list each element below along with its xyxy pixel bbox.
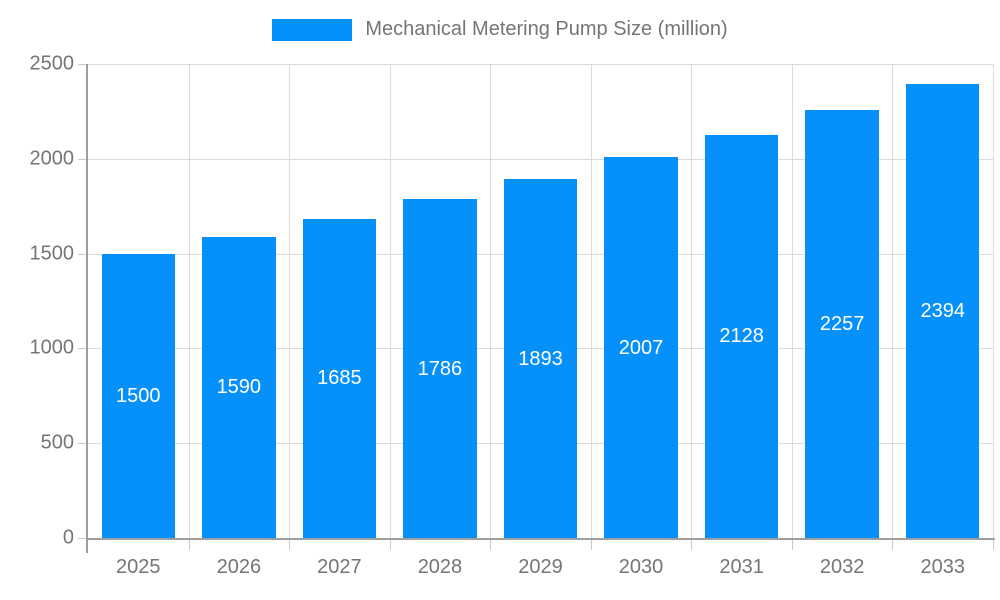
- y-axis-labels: 0 500 1000 1500 2000 2500: [0, 53, 75, 549]
- x-tick-label: 2025: [116, 556, 161, 578]
- x-tick-label: 2029: [518, 556, 563, 578]
- bar-value-label: 2257: [819, 313, 865, 336]
- x-tick: [289, 540, 291, 550]
- bar-value-label: 2128: [719, 325, 764, 348]
- bar-value-label: 1786: [417, 357, 463, 380]
- v-gridline: [691, 64, 693, 538]
- x-axis-line: [86, 538, 995, 540]
- x-tick-label: 2028: [417, 556, 463, 578]
- v-gridline: [188, 64, 190, 538]
- bar-value-label: 1500: [116, 384, 161, 407]
- y-tick: [78, 158, 86, 160]
- bar-value-label: 1685: [317, 367, 362, 390]
- y-tick-label: 1000: [29, 336, 75, 359]
- x-tick-label: 2030: [618, 556, 664, 578]
- y-tick-label: 2000: [29, 147, 75, 170]
- legend-swatch-icon: [272, 18, 353, 41]
- x-tick-label: 2032: [819, 556, 865, 578]
- x-tick-label: 2026: [216, 556, 262, 578]
- y-axis-line: [86, 64, 88, 553]
- bar-2027[interactable]: 1685: [302, 218, 377, 538]
- v-gridline: [993, 64, 994, 538]
- y-tick: [78, 538, 86, 539]
- x-tick: [490, 540, 492, 550]
- bar-2031[interactable]: 2128: [704, 134, 779, 538]
- v-gridline: [791, 64, 793, 538]
- x-tick: [791, 540, 793, 550]
- bar-2025[interactable]: 1500: [101, 253, 175, 538]
- bar-2029[interactable]: 1893: [503, 179, 578, 538]
- bar-value-label: 2394: [920, 300, 965, 323]
- x-tick: [892, 540, 894, 550]
- x-tick: [993, 540, 994, 550]
- y-tick: [78, 253, 86, 255]
- x-tick-label: 2027: [317, 556, 362, 578]
- x-tick: [389, 540, 391, 550]
- h-gridline: [88, 158, 993, 160]
- x-axis-labels: 2025 2026 2027 2028 2029 2030 2031 2032 2033: [88, 556, 993, 586]
- bar-2030[interactable]: 2007: [604, 157, 678, 538]
- x-tick: [188, 540, 190, 550]
- v-gridline: [490, 64, 492, 538]
- y-tick-label: 0: [62, 526, 74, 549]
- v-gridline: [389, 64, 391, 538]
- bar-value-label: 2007: [618, 336, 664, 359]
- v-gridline: [590, 64, 592, 538]
- plot-area: 1500 1590 1685 1786 1893 2007 2128 2257 2394: [78, 64, 994, 550]
- bar-value-label: 1590: [216, 376, 262, 399]
- bar-2026[interactable]: 1590: [202, 236, 276, 538]
- v-gridline: [892, 64, 894, 538]
- x-tick-label: 2031: [719, 556, 764, 578]
- y-tick-label: 2500: [29, 52, 75, 75]
- v-gridline: [289, 64, 291, 538]
- bar-2033[interactable]: 2394: [906, 84, 980, 538]
- y-tick: [78, 443, 86, 445]
- y-tick-label: 1500: [29, 242, 75, 265]
- bar-2028[interactable]: 1786: [403, 199, 477, 538]
- legend[interactable]: Mechanical Metering Pump Size (million): [0, 18, 1000, 41]
- bar-value-label: 1893: [518, 347, 563, 370]
- y-tick: [78, 64, 86, 65]
- y-tick-label: 500: [40, 431, 74, 454]
- h-gridline: [88, 64, 993, 65]
- x-tick-label: 2033: [920, 556, 965, 578]
- x-tick: [691, 540, 693, 550]
- y-tick: [78, 348, 86, 350]
- legend-label: Mechanical Metering Pump Size (million): [365, 18, 728, 40]
- bar-2032[interactable]: 2257: [805, 110, 879, 538]
- x-tick: [590, 540, 592, 550]
